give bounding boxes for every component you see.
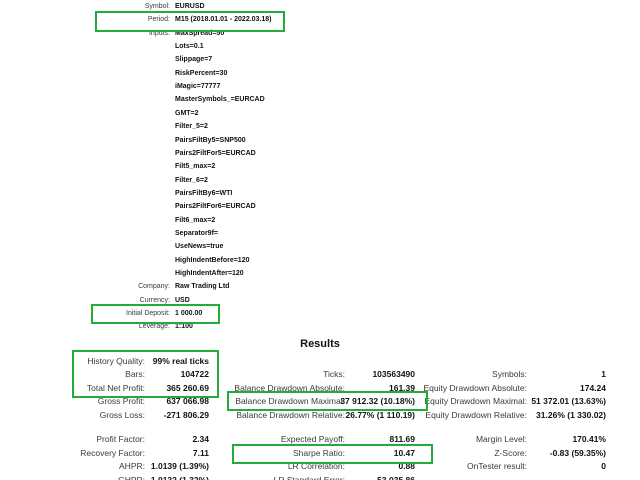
result-label: Balance Drawdown Relative: <box>236 409 345 420</box>
header-field-value: Pairs2FiltFor5=EURCAD <box>175 149 256 157</box>
header-field-value: GMT=2 <box>175 109 199 117</box>
result-value: 37 912.32 (10.18%) <box>340 396 415 406</box>
header-field-value: Lots=0.1 <box>175 43 204 51</box>
header-field-value: PairsFiltBy5=SNP500 <box>175 136 246 144</box>
header-field-value: HighIndentAfter=120 <box>175 270 244 277</box>
result-label: OnTester result: <box>467 461 527 471</box>
result-value: 0.88 <box>398 461 415 471</box>
result-label: Gross Loss: <box>99 409 145 420</box>
result-value: 104722 <box>180 369 209 379</box>
result-value: -0.83 (59.35%) <box>549 447 606 458</box>
header-field-value: MaxSpread=50 <box>175 29 225 37</box>
result-value: 365 260.69 <box>166 382 209 393</box>
result-value: 1.0132 (1.32%) <box>150 474 209 480</box>
header-field-label: Company: <box>138 283 170 291</box>
result-label: Recovery Factor: <box>80 447 145 458</box>
result-value: 637 066.98 <box>166 396 209 406</box>
result-value: 53 035.86 <box>377 474 415 480</box>
result-label: LR Standard Error: <box>273 474 345 480</box>
header-field-value: PairsFiltBy6=WTI <box>175 189 233 197</box>
header-field-label: Currency: <box>139 296 170 304</box>
result-label: Symbols: <box>492 369 527 379</box>
result-label: AHPR: <box>119 461 145 471</box>
result-value: 7.11 <box>192 447 209 458</box>
header-field-value: Raw Trading Ltd <box>175 283 230 291</box>
result-value: 26.77% (1 110.19) <box>345 409 415 420</box>
result-label: Margin Level: <box>475 434 527 444</box>
result-label: Z-Score: <box>494 447 527 458</box>
result-value: 2.34 <box>192 434 209 444</box>
header-field-value: 1:100 <box>175 323 193 331</box>
header-field-label: Initial Deposit: <box>126 310 170 318</box>
header-field-label: Period: <box>147 16 170 24</box>
header-field-value: Filter_6=2 <box>175 176 208 184</box>
header-field-value: M15 (2018.01.01 - 2022.03.18) <box>175 16 272 24</box>
result-label: Gross Profit: <box>97 396 145 406</box>
result-label: LR Correlation: <box>287 461 345 471</box>
result-label: Total Net Profit: <box>86 382 145 393</box>
header-field-value: EURUSD <box>175 3 205 10</box>
result-value: 1.0139 (1.39%) <box>150 461 209 471</box>
header-field-label: Leverage: <box>138 323 170 331</box>
header-field-value: Filt5_max=2 <box>175 163 216 171</box>
header-field-value: UseNews=true <box>175 243 224 251</box>
results-title: Results <box>300 338 340 350</box>
header-field-value: iMagic=77777 <box>175 83 221 91</box>
header-field-value: Pairs2FiltFor6=EURCAD <box>175 203 256 211</box>
header-field-value: MasterSymbols_=EURCAD <box>175 96 265 104</box>
result-label: Equity Drawdown Maximal: <box>424 396 527 406</box>
result-label: GHPR: <box>118 474 145 480</box>
result-value: 174.24 <box>580 382 606 393</box>
result-value: 1 <box>601 369 606 379</box>
result-value: -271 806.29 <box>163 409 209 420</box>
result-value: 99% real ticks <box>152 355 209 366</box>
result-label: Expected Payoff: <box>280 434 345 444</box>
result-value: 0 <box>601 461 606 471</box>
header-field-value: Filt6_max=2 <box>175 216 216 224</box>
result-value: 51 372.01 (13.63%) <box>531 396 606 406</box>
result-label: History Quality: <box>87 355 145 366</box>
header-field-value: 1 000.00 <box>175 310 203 318</box>
result-label: Balance Drawdown Absolute: <box>234 382 345 393</box>
result-label: Profit Factor: <box>96 434 145 444</box>
header-field-value: Slippage=7 <box>175 56 213 64</box>
result-value: 811.69 <box>389 434 415 444</box>
result-label: Equity Drawdown Relative: <box>425 409 527 420</box>
result-value: 10.47 <box>393 447 415 458</box>
result-label: Equity Drawdown Absolute: <box>423 382 527 393</box>
result-value: 170.41% <box>572 434 606 444</box>
result-label: Bars: <box>125 369 145 379</box>
header-field-label: Inputs: <box>148 29 170 37</box>
header-field-value: Filter_5=2 <box>175 123 208 131</box>
result-value: 103563490 <box>372 369 415 379</box>
result-value: 161.39 <box>389 382 415 393</box>
header-field-value: Separator9f= <box>175 229 218 237</box>
result-label: Balance Drawdown Maximal: <box>235 396 345 406</box>
header-field-value: RiskPercent=30 <box>175 69 228 77</box>
header-field-value: USD <box>175 296 190 304</box>
header-field-value: HighIndentBefore=120 <box>175 256 250 264</box>
result-label: Sharpe Ratio: <box>293 447 345 458</box>
result-value: 31.26% (1 330.02) <box>536 409 606 420</box>
result-label: Ticks: <box>323 369 345 379</box>
header-field-label: Symbol: <box>144 3 170 10</box>
